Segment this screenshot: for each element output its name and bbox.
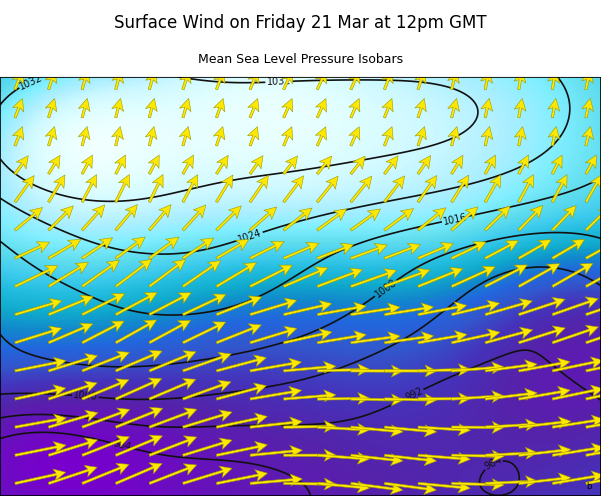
Text: Surface Wind on Friday 21 Mar at 12pm GMT: Surface Wind on Friday 21 Mar at 12pm GM… bbox=[114, 14, 487, 32]
Text: 1008: 1008 bbox=[373, 277, 398, 300]
Text: 1032: 1032 bbox=[18, 72, 44, 91]
Text: 992: 992 bbox=[404, 385, 425, 403]
Text: 1016: 1016 bbox=[442, 212, 468, 227]
Text: b: b bbox=[587, 482, 592, 491]
Text: 1024: 1024 bbox=[237, 228, 263, 245]
Text: 1032: 1032 bbox=[266, 76, 291, 87]
Text: 1000: 1000 bbox=[73, 390, 98, 402]
Text: 984: 984 bbox=[483, 455, 504, 472]
Text: Mean Sea Level Pressure Isobars: Mean Sea Level Pressure Isobars bbox=[198, 54, 403, 66]
Text: 984: 984 bbox=[112, 438, 132, 453]
